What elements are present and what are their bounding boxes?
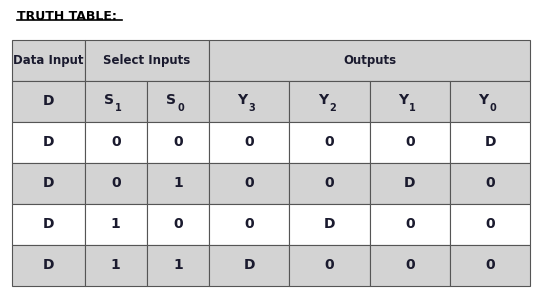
Bar (147, 122, 209, 163)
Text: 0: 0 (485, 258, 495, 272)
Text: 1: 1 (409, 102, 416, 112)
Text: 0: 0 (405, 258, 415, 272)
Bar (209, 204, 289, 245)
Bar (209, 122, 289, 163)
Text: Y: Y (318, 93, 328, 107)
Text: 0: 0 (485, 217, 495, 231)
Text: D: D (404, 176, 416, 190)
Bar (289, 163, 369, 204)
Text: 1: 1 (173, 258, 183, 272)
Text: 0: 0 (177, 102, 184, 112)
Bar (369, 204, 450, 245)
Bar (369, 122, 450, 163)
Bar (12, 122, 85, 163)
Bar (369, 245, 450, 286)
Bar (85, 245, 147, 286)
Bar (209, 245, 289, 286)
Bar (209, 39, 530, 81)
Text: 0: 0 (405, 135, 415, 149)
Text: D: D (484, 135, 496, 149)
Text: 0: 0 (244, 176, 254, 190)
Text: 1: 1 (111, 258, 121, 272)
Bar (450, 245, 530, 286)
Text: 0: 0 (111, 135, 120, 149)
Text: Data Input: Data Input (13, 54, 84, 67)
Text: 1: 1 (111, 217, 121, 231)
Bar (12, 204, 85, 245)
Text: 1: 1 (115, 102, 122, 112)
Text: 0: 0 (325, 258, 334, 272)
Bar (209, 81, 289, 122)
Text: 0: 0 (173, 135, 183, 149)
Text: D: D (324, 217, 335, 231)
Bar (12, 245, 85, 286)
Bar (450, 81, 530, 122)
Text: 0: 0 (244, 217, 254, 231)
Text: TRUTH TABLE:: TRUTH TABLE: (17, 10, 117, 23)
Bar (289, 122, 369, 163)
Text: 0: 0 (325, 176, 334, 190)
Bar (12, 163, 85, 204)
Bar (147, 163, 209, 204)
Text: S: S (104, 93, 114, 107)
Bar (450, 204, 530, 245)
Text: 1: 1 (173, 176, 183, 190)
Bar (85, 39, 209, 81)
Bar (450, 163, 530, 204)
Text: S: S (166, 93, 176, 107)
Bar (12, 39, 85, 81)
Bar (369, 163, 450, 204)
Bar (12, 81, 85, 122)
Text: 3: 3 (249, 102, 256, 112)
Text: 0: 0 (111, 176, 120, 190)
Text: 0: 0 (490, 102, 496, 112)
Text: Y: Y (398, 93, 408, 107)
Bar (369, 81, 450, 122)
Bar (85, 81, 147, 122)
Text: D: D (42, 258, 54, 272)
Bar (450, 122, 530, 163)
Text: D: D (42, 176, 54, 190)
Text: Y: Y (478, 93, 489, 107)
Bar (147, 245, 209, 286)
Text: 2: 2 (329, 102, 336, 112)
Bar (147, 81, 209, 122)
Text: 0: 0 (173, 217, 183, 231)
Bar (209, 163, 289, 204)
Bar (289, 81, 369, 122)
Bar (85, 204, 147, 245)
Text: 0: 0 (485, 176, 495, 190)
Text: D: D (42, 94, 54, 108)
Bar (147, 204, 209, 245)
Text: Y: Y (237, 93, 248, 107)
Text: D: D (42, 217, 54, 231)
Text: 0: 0 (405, 217, 415, 231)
Text: D: D (42, 135, 54, 149)
Text: D: D (243, 258, 255, 272)
Text: 0: 0 (244, 135, 254, 149)
Text: Outputs: Outputs (343, 54, 396, 67)
Bar (85, 122, 147, 163)
Text: Select Inputs: Select Inputs (103, 54, 191, 67)
Bar (85, 163, 147, 204)
Bar (289, 204, 369, 245)
Text: 0: 0 (325, 135, 334, 149)
Bar (289, 245, 369, 286)
